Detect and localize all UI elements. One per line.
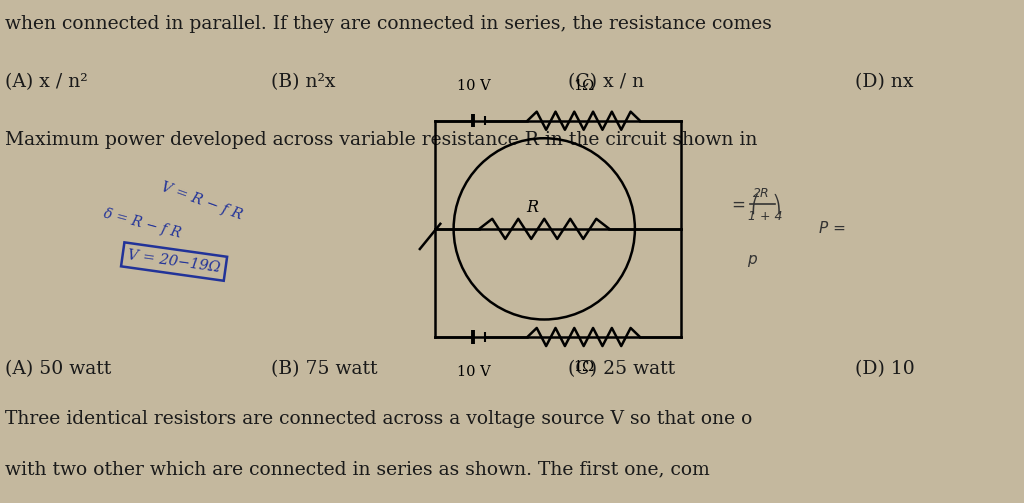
Text: 2R: 2R [753, 187, 769, 200]
Text: with two other which are connected in series as shown. The first one, com: with two other which are connected in se… [5, 460, 710, 478]
Text: V = R − f R: V = R − f R [159, 180, 244, 222]
Text: P =: P = [819, 221, 846, 236]
Text: p: p [748, 252, 757, 267]
Text: (C) 25 watt: (C) 25 watt [568, 360, 676, 378]
Text: = ⎛    ⎞: = ⎛ ⎞ [732, 194, 781, 214]
Text: R: R [526, 199, 538, 216]
Text: (D) nx: (D) nx [855, 73, 913, 91]
Text: δ = R − f R: δ = R − f R [102, 207, 183, 241]
Text: (C) x / n: (C) x / n [568, 73, 644, 91]
Text: (A) x / n²: (A) x / n² [5, 73, 88, 91]
Text: (B) 75 watt: (B) 75 watt [271, 360, 378, 378]
Text: 1 + 4: 1 + 4 [748, 210, 782, 223]
Text: when connected in parallel. If they are connected in series, the resistance come: when connected in parallel. If they are … [5, 15, 772, 33]
Text: 1Ω: 1Ω [573, 360, 594, 374]
Text: V = 20−19Ω: V = 20−19Ω [127, 248, 221, 275]
Text: Maximum power developed across variable resistance R in the circuit shown in: Maximum power developed across variable … [5, 131, 758, 149]
Text: (B) n²x: (B) n²x [271, 73, 336, 91]
Text: 1Ω: 1Ω [573, 79, 594, 93]
Text: (A) 50 watt: (A) 50 watt [5, 360, 112, 378]
Text: 10 V: 10 V [458, 365, 490, 379]
Text: 10 V: 10 V [458, 79, 490, 93]
Text: (D) 10: (D) 10 [855, 360, 914, 378]
Text: Three identical resistors are connected across a voltage source V so that one o: Three identical resistors are connected … [5, 410, 753, 428]
